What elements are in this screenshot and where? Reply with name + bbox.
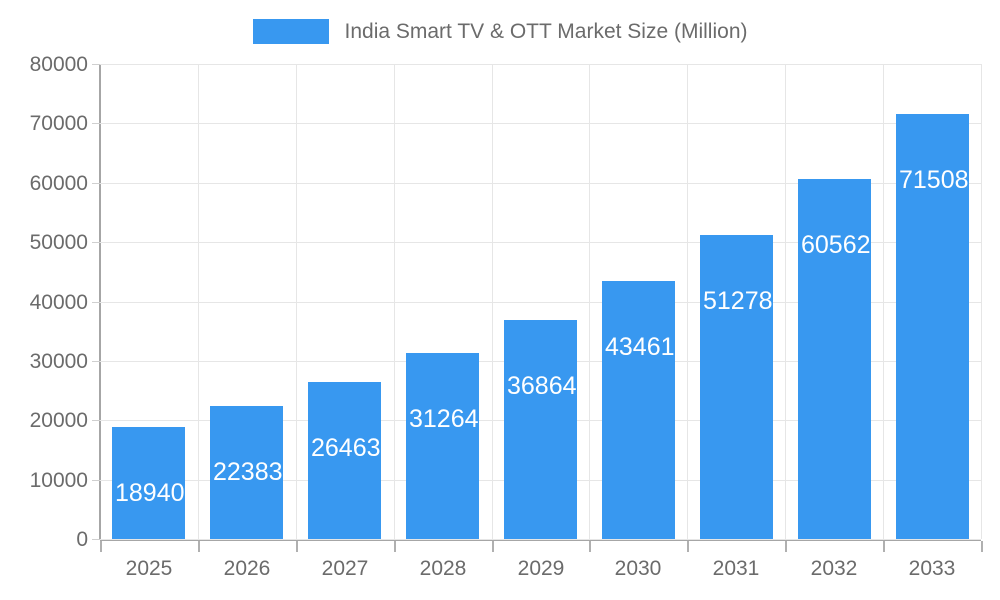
- bar[interactable]: [798, 179, 871, 539]
- legend-item-series[interactable]: India Smart TV & OTT Market Size (Millio…: [252, 18, 748, 44]
- x-axis-label: 2028: [419, 557, 467, 580]
- gridline-vertical: [394, 64, 395, 539]
- x-axis-label: 2027: [321, 557, 369, 580]
- y-axis-label: 0: [76, 528, 88, 551]
- gridline-vertical: [687, 64, 688, 539]
- gridline-horizontal: [100, 64, 981, 65]
- y-axis-tick: [92, 183, 100, 184]
- x-axis-label: 2030: [614, 557, 662, 580]
- y-axis-label: 10000: [29, 469, 88, 492]
- x-axis-label: 2031: [712, 557, 760, 580]
- y-axis-label: 60000: [29, 172, 88, 195]
- x-axis-tick: [785, 541, 787, 552]
- gridline-vertical: [785, 64, 786, 539]
- gridline-vertical: [883, 64, 884, 539]
- x-axis-tick: [981, 541, 983, 552]
- bar[interactable]: [700, 235, 773, 539]
- bar[interactable]: [896, 114, 969, 539]
- y-axis-label: 50000: [29, 231, 88, 254]
- y-axis-tick: [92, 64, 100, 65]
- x-axis-tick: [100, 541, 102, 552]
- x-axis-label: 2032: [810, 557, 858, 580]
- bar[interactable]: [602, 281, 675, 539]
- bar[interactable]: [210, 406, 283, 539]
- plot-area: 18940 22383 26463 31264 36864 43461 51278 60562…: [100, 64, 982, 540]
- gridline-vertical: [492, 64, 493, 539]
- legend-color-swatch: [252, 18, 329, 44]
- x-axis-label: 2025: [125, 557, 173, 580]
- gridline-vertical: [296, 64, 297, 539]
- x-axis-tick: [198, 541, 200, 552]
- bar[interactable]: [112, 427, 185, 539]
- x-axis-tick: [394, 541, 396, 552]
- x-axis-line: [100, 539, 981, 541]
- x-axis-tick: [687, 541, 689, 552]
- y-axis-tick: [92, 480, 100, 481]
- gridline-horizontal: [100, 183, 981, 184]
- gridline-horizontal: [100, 302, 981, 303]
- y-axis-label: 80000: [29, 53, 88, 76]
- y-axis-tick: [92, 420, 100, 421]
- y-axis-label: 20000: [29, 409, 88, 432]
- legend-label: India Smart TV & OTT Market Size (Millio…: [344, 19, 748, 43]
- chart-legend: India Smart TV & OTT Market Size (Millio…: [0, 12, 1000, 50]
- bar[interactable]: [308, 382, 381, 539]
- x-axis-tick: [492, 541, 494, 552]
- x-axis-tick: [589, 541, 591, 552]
- x-axis-tick: [883, 541, 885, 552]
- bar[interactable]: [406, 353, 479, 539]
- y-axis-tick: [92, 123, 100, 124]
- gridline-horizontal: [100, 539, 981, 540]
- y-axis-tick: [92, 302, 100, 303]
- y-axis-tick: [92, 539, 100, 540]
- x-axis-tick: [296, 541, 298, 552]
- y-axis-label: 70000: [29, 112, 88, 135]
- y-axis-tick: [92, 242, 100, 243]
- y-axis-label: 30000: [29, 350, 88, 373]
- gridline-horizontal: [100, 123, 981, 124]
- x-axis-label: 2029: [517, 557, 565, 580]
- x-axis-label: 2033: [908, 557, 956, 580]
- x-axis-label: 2026: [223, 557, 271, 580]
- y-axis-label: 40000: [29, 291, 88, 314]
- gridline-vertical: [198, 64, 199, 539]
- bar[interactable]: [504, 320, 577, 539]
- gridline-vertical: [981, 64, 982, 539]
- gridline-vertical: [589, 64, 590, 539]
- gridline-horizontal: [100, 242, 981, 243]
- y-axis-tick: [92, 361, 100, 362]
